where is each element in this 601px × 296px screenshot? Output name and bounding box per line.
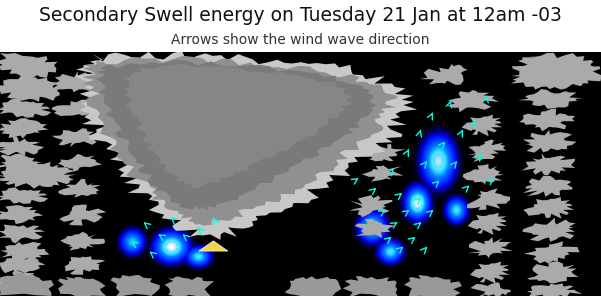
Polygon shape xyxy=(0,53,58,80)
Polygon shape xyxy=(355,219,395,238)
Polygon shape xyxy=(518,89,583,109)
Polygon shape xyxy=(0,205,43,224)
Polygon shape xyxy=(199,241,228,251)
Polygon shape xyxy=(52,128,100,147)
Polygon shape xyxy=(60,232,105,250)
Polygon shape xyxy=(82,56,398,226)
Polygon shape xyxy=(522,218,576,242)
Polygon shape xyxy=(467,188,510,210)
Polygon shape xyxy=(0,225,45,244)
Polygon shape xyxy=(95,60,377,210)
Polygon shape xyxy=(0,242,49,262)
Polygon shape xyxy=(519,109,575,131)
Polygon shape xyxy=(0,118,49,139)
Polygon shape xyxy=(511,53,601,90)
Polygon shape xyxy=(524,241,580,263)
Polygon shape xyxy=(52,99,97,116)
Text: Arrows show the wind wave direction: Arrows show the wind wave direction xyxy=(171,33,430,47)
Polygon shape xyxy=(58,277,106,296)
Polygon shape xyxy=(523,176,572,197)
Polygon shape xyxy=(53,71,102,92)
Polygon shape xyxy=(468,213,507,235)
Polygon shape xyxy=(111,275,160,296)
Polygon shape xyxy=(59,205,106,226)
Polygon shape xyxy=(75,51,417,240)
Polygon shape xyxy=(447,90,499,112)
Polygon shape xyxy=(463,164,504,185)
Polygon shape xyxy=(0,98,51,118)
Polygon shape xyxy=(470,262,510,284)
Polygon shape xyxy=(527,283,582,296)
Polygon shape xyxy=(527,261,579,284)
Polygon shape xyxy=(65,256,105,275)
Polygon shape xyxy=(0,137,44,156)
Polygon shape xyxy=(0,162,76,189)
Polygon shape xyxy=(420,64,468,85)
Polygon shape xyxy=(368,144,405,161)
Polygon shape xyxy=(0,273,54,296)
Text: Secondary Swell energy on Tuesday 21 Jan at 12am -03: Secondary Swell energy on Tuesday 21 Jan… xyxy=(39,6,562,25)
Polygon shape xyxy=(284,276,341,296)
Polygon shape xyxy=(0,257,46,274)
Polygon shape xyxy=(350,195,392,217)
Polygon shape xyxy=(522,154,575,175)
Polygon shape xyxy=(0,154,41,172)
Polygon shape xyxy=(124,64,353,188)
Polygon shape xyxy=(362,165,403,181)
Polygon shape xyxy=(0,187,48,204)
Polygon shape xyxy=(165,276,214,296)
Polygon shape xyxy=(522,130,577,153)
Polygon shape xyxy=(404,275,462,296)
Polygon shape xyxy=(58,179,101,197)
Polygon shape xyxy=(471,282,511,296)
Polygon shape xyxy=(462,115,502,136)
Polygon shape xyxy=(523,197,575,219)
Polygon shape xyxy=(468,237,513,258)
Polygon shape xyxy=(343,276,398,296)
Polygon shape xyxy=(0,75,61,102)
Polygon shape xyxy=(467,140,507,162)
Polygon shape xyxy=(0,271,35,292)
Polygon shape xyxy=(58,154,102,171)
